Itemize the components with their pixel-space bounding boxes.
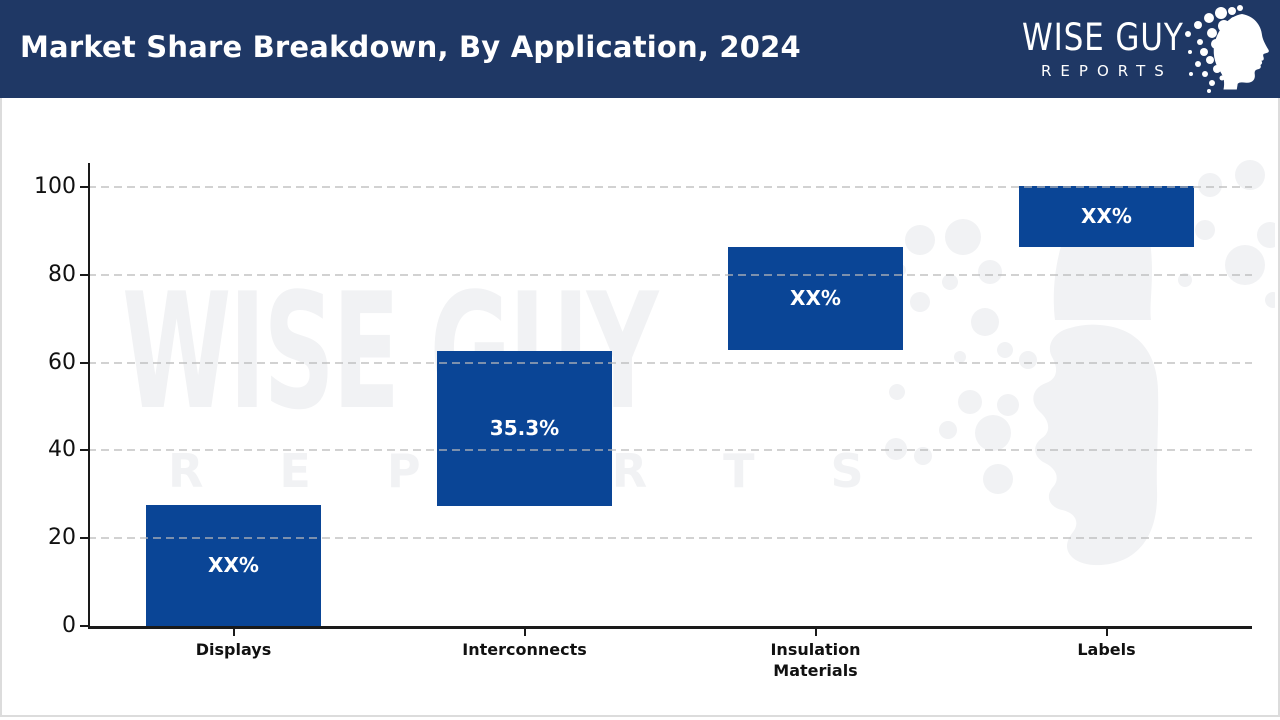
x-tick: [232, 629, 235, 636]
y-tick: [80, 537, 88, 540]
y-tick: [80, 273, 88, 276]
y-tick-label: 100: [34, 174, 76, 199]
brand-logo-text: WISE GUY: [1022, 16, 1184, 59]
y-tick: [80, 625, 88, 627]
bar-value-label: XX%: [208, 553, 259, 578]
y-tick-label: 80: [48, 261, 76, 287]
chart-card-border: [0, 98, 1280, 717]
y-tick-label: 0: [62, 613, 76, 638]
x-tick-label: Interconnects: [462, 640, 587, 659]
y-tick-label: 40: [48, 437, 76, 463]
bar-value-label: XX%: [790, 286, 841, 311]
x-tick-label: Insulation Materials: [770, 640, 861, 680]
gridline: [88, 273, 1252, 276]
bar: XX%: [728, 246, 903, 350]
y-tick: [80, 186, 88, 188]
watermark-head-profile: [885, 160, 1275, 566]
gridline: [88, 537, 1252, 540]
y-tick: [80, 449, 88, 452]
brand-logo-subtext: REPORTS: [1041, 62, 1173, 80]
x-tick-label: Displays: [195, 640, 272, 659]
chart-title: Market Share Breakdown, By Application, …: [20, 30, 801, 64]
bar: XX%: [1019, 186, 1194, 247]
head-profile-icon: [1185, 5, 1269, 93]
brand-logo: WISE GUY REPORTS: [1022, 0, 1272, 98]
x-tick: [523, 629, 526, 636]
bar-value-label: 35.3%: [489, 416, 560, 441]
y-tick: [80, 361, 88, 364]
gridline: [88, 449, 1252, 452]
bar: XX%: [146, 504, 321, 626]
x-tick: [1105, 629, 1108, 636]
bar-value-label: XX%: [1081, 204, 1132, 229]
x-tick: [814, 629, 817, 636]
bar: 35.3%: [437, 350, 612, 506]
x-axis-line: [88, 626, 1252, 629]
x-tick-label: Labels: [1077, 640, 1136, 659]
y-tick-label: 60: [48, 349, 76, 375]
gridline: [88, 186, 1252, 188]
header-bar: Market Share Breakdown, By Application, …: [0, 0, 1280, 98]
y-axis-line: [88, 163, 90, 629]
gridline: [88, 361, 1252, 364]
y-tick-label: 20: [48, 525, 76, 551]
